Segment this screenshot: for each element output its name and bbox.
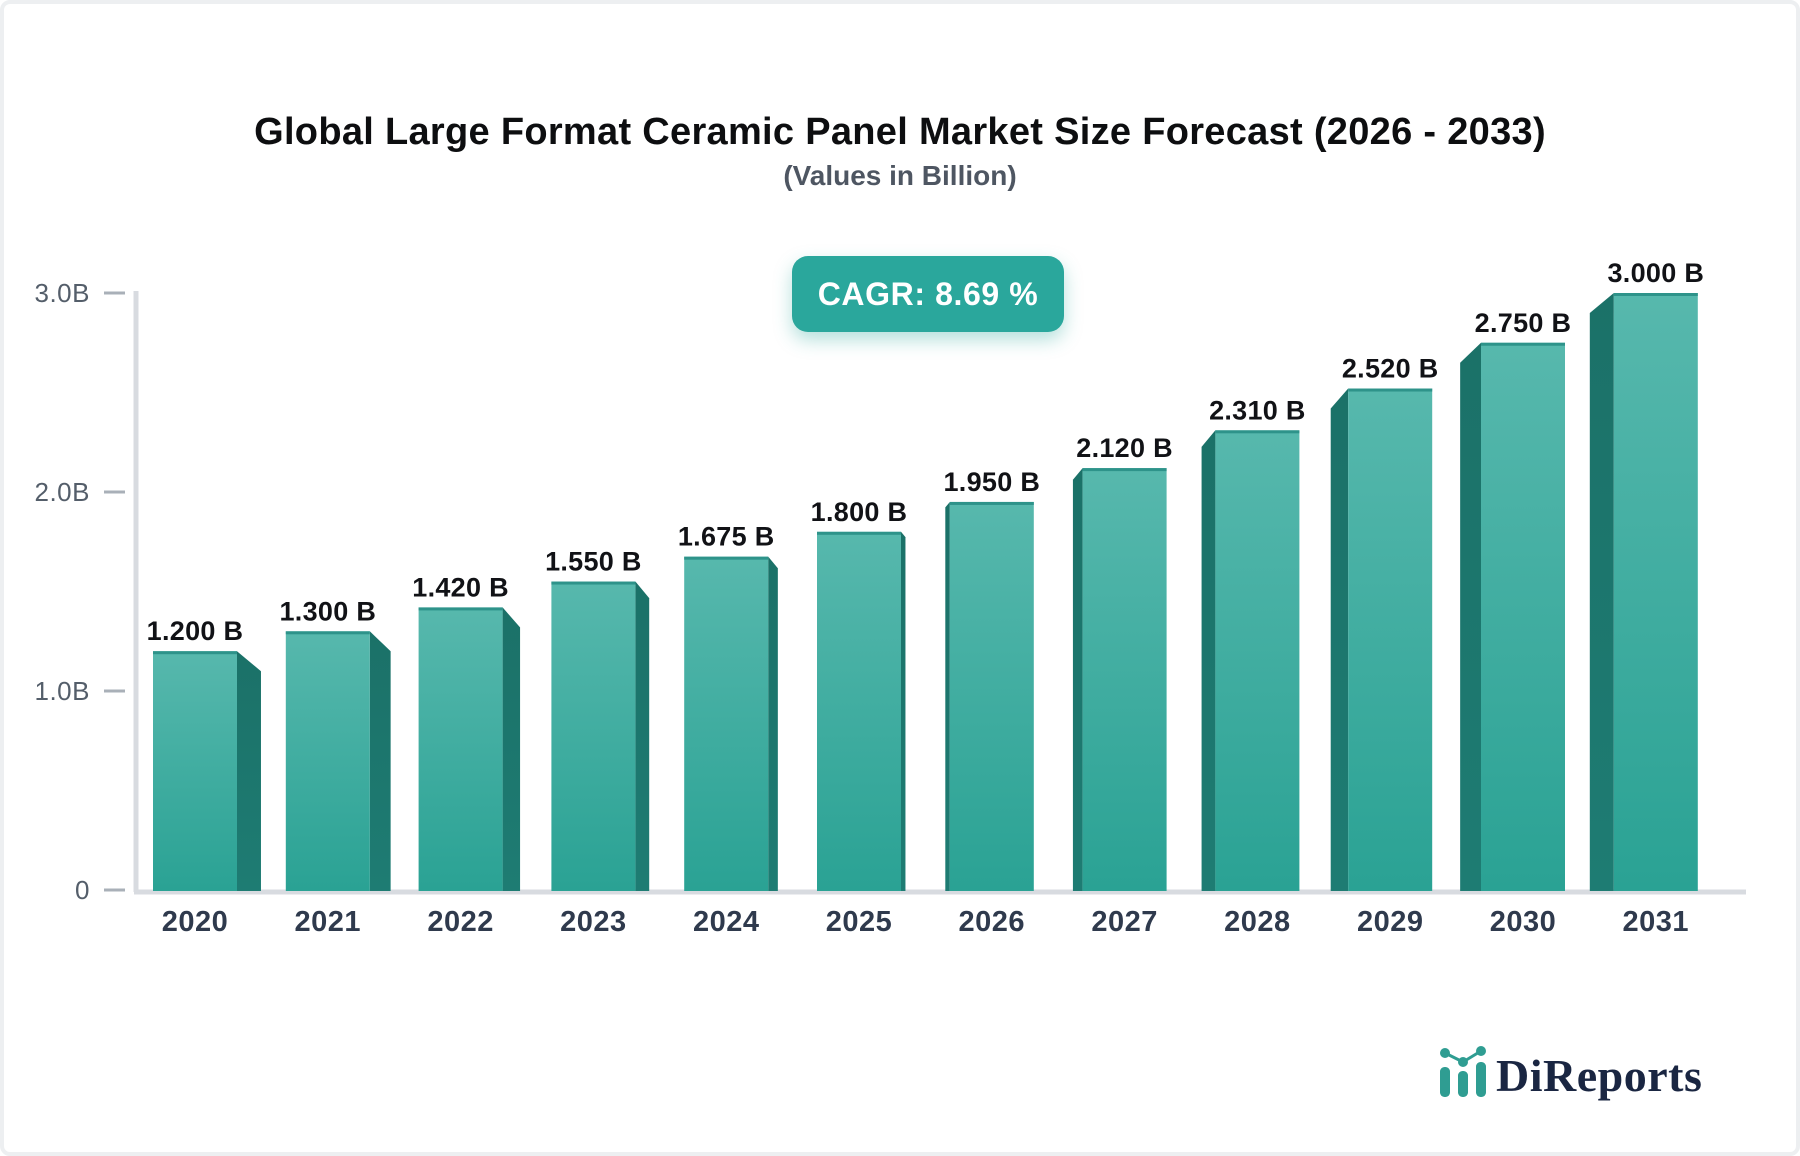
cagr-badge: CAGR: 8.69 % — [792, 256, 1064, 332]
bar-chart: 0 1.0B 2.0B 3.0B 1.200 B 2020 1.300 B 2021 1.420… — [35, 258, 1746, 938]
bar-2024: 1.675 B 2024 — [678, 522, 778, 938]
bar-2030: 2.750 B 2030 — [1460, 308, 1571, 938]
value-label-2020: 1.200 B — [147, 616, 244, 646]
bar-top-edge — [1215, 430, 1300, 434]
bar-front-face — [285, 631, 370, 891]
value-label-2021: 1.300 B — [279, 596, 376, 626]
bar-front-face — [418, 607, 503, 891]
bar-front-face — [1481, 342, 1565, 891]
x-axis-label-2030: 2030 — [1490, 906, 1557, 938]
y-axis-label-0: 0 — [75, 875, 90, 905]
x-axis-label-2027: 2027 — [1091, 906, 1158, 938]
y-axis-label-2.0B: 2.0B — [35, 477, 91, 507]
bar-top-edge — [551, 581, 636, 585]
bar-side-face — [1201, 430, 1216, 891]
bar-front-face — [551, 581, 636, 891]
value-label-2025: 1.800 B — [811, 497, 908, 527]
bar-side-face — [1460, 342, 1481, 891]
x-axis-label-2021: 2021 — [295, 906, 362, 938]
x-axis-label-2024: 2024 — [693, 906, 760, 938]
bar-2023: 1.550 B 2023 — [545, 547, 650, 938]
bar-top-edge — [153, 651, 237, 655]
bar-2026: 1.950 B 2026 — [943, 467, 1040, 938]
x-axis-label-2029: 2029 — [1357, 906, 1424, 938]
direports-logo-text: DiReports — [1496, 1050, 1703, 1101]
value-label-2027: 2.120 B — [1076, 433, 1173, 463]
bar-front-face — [1215, 430, 1300, 891]
x-axis-label-2020: 2020 — [162, 906, 229, 938]
bar-side-face — [369, 631, 391, 891]
bar-side-face — [1072, 468, 1083, 891]
bar-side-face — [502, 607, 521, 891]
bar-side-face — [1330, 388, 1349, 891]
value-label-2022: 1.420 B — [412, 572, 509, 602]
bar-top-edge — [684, 556, 769, 560]
bar-side-face — [237, 651, 261, 891]
bar-2022: 1.420 B 2022 — [412, 572, 521, 938]
bar-top-edge — [285, 631, 370, 635]
bar-top-edge — [817, 531, 901, 535]
bar-side-face — [1589, 293, 1614, 891]
value-label-2028: 2.310 B — [1209, 395, 1306, 425]
x-axis-label-2025: 2025 — [826, 906, 893, 938]
bar-front-face — [1613, 293, 1698, 891]
bar-top-edge — [418, 607, 503, 611]
value-label-2026: 1.950 B — [943, 467, 1040, 497]
bar-front-face — [949, 501, 1034, 891]
value-label-2029: 2.520 B — [1342, 354, 1439, 384]
bar-top-edge — [1082, 468, 1167, 472]
value-label-2030: 2.750 B — [1475, 308, 1572, 338]
y-axis-label-3.0B: 3.0B — [35, 278, 91, 308]
bar-front-face — [1082, 468, 1167, 891]
direports-logo-icon — [1440, 1046, 1486, 1097]
bar-side-face — [768, 556, 778, 891]
bar-2029: 2.520 B 2029 — [1330, 354, 1439, 938]
bar-2025: 1.800 B 2025 — [811, 497, 908, 938]
y-axis-label-1.0B: 1.0B — [35, 676, 91, 706]
bar-front-face — [1348, 388, 1433, 891]
bar-2021: 1.300 B 2021 — [279, 596, 391, 938]
bar-top-edge — [1613, 293, 1698, 296]
x-axis-label-2022: 2022 — [427, 906, 494, 938]
chart-title: Global Large Format Ceramic Panel Market… — [254, 111, 1546, 153]
x-axis-label-2026: 2026 — [959, 906, 1026, 938]
value-label-2031: 3.000 B — [1607, 258, 1704, 288]
bar-2031: 3.000 B 2031 — [1589, 258, 1704, 938]
value-label-2024: 1.675 B — [678, 522, 775, 552]
value-label-2023: 1.550 B — [545, 547, 642, 577]
bar-side-face — [945, 501, 950, 891]
bar-front-face — [153, 651, 237, 891]
bar-top-edge — [1348, 388, 1433, 392]
direports-logo: DiReports — [1436, 1041, 1702, 1099]
bar-2028: 2.310 B 2028 — [1201, 395, 1306, 938]
bar-front-face — [684, 556, 769, 891]
bar-2027: 2.120 B 2027 — [1072, 433, 1173, 938]
bar-top-edge — [949, 501, 1034, 505]
x-axis-label-2028: 2028 — [1224, 906, 1291, 938]
bar-side-face — [635, 581, 650, 891]
bar-2020: 1.200 B 2020 — [147, 616, 261, 938]
bar-side-face — [901, 531, 906, 891]
x-axis-label-2023: 2023 — [560, 906, 627, 938]
bar-top-edge — [1481, 342, 1565, 346]
bar-front-face — [817, 531, 901, 891]
x-axis-label-2031: 2031 — [1623, 906, 1690, 938]
chart-subtitle: (Values in Billion) — [783, 160, 1017, 191]
